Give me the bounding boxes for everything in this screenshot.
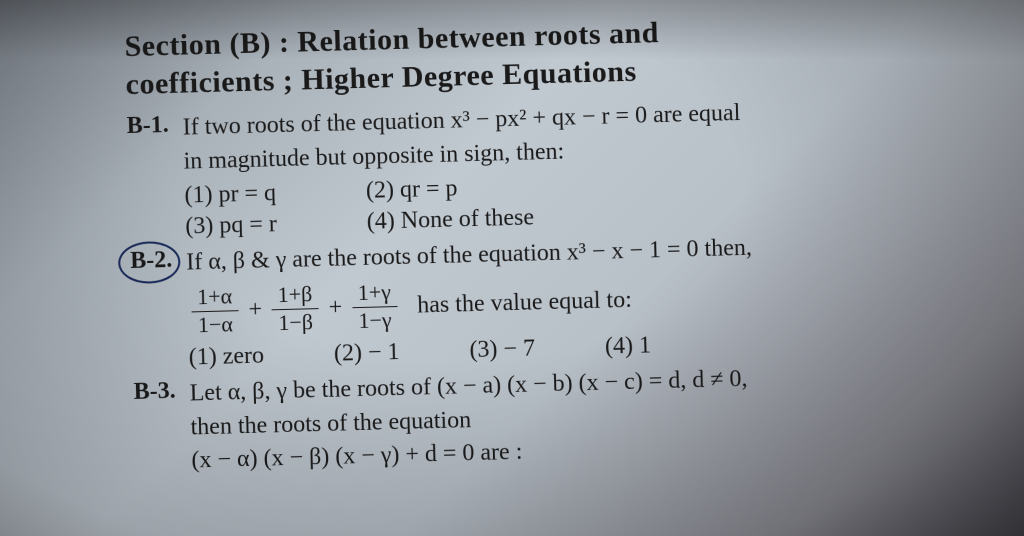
b2-opt4: (4) 1 [605,332,652,360]
b2-opt2: (2) − 1 [334,339,400,368]
b2-label: B-2. [130,246,187,274]
b1-opt3: (3) pq = r [185,211,277,240]
b2-tail: has the value equal to: [417,286,632,319]
b2-frac1: 1+α 1−α [191,283,239,338]
b2-frac3-den: 1−γ [352,307,398,335]
section-title: Section (B) : Relation between roots and… [124,6,960,103]
b3-label: B-3. [133,377,190,405]
problem-b2: B-2. If α, β & γ are the roots of the eq… [130,226,967,373]
b2-frac2: 1+β 1−β [271,281,319,336]
problem-b3: B-3. Let α, β, γ be the roots of (x − a)… [133,357,969,478]
section-title-line2: coefficients ; Higher Degree Equations [125,54,637,100]
problem-b1: B-1. If two roots of the equation x³ − p… [126,91,963,242]
b2-opt3: (3) − 7 [469,335,535,364]
b2-frac3-num: 1+γ [351,279,397,308]
b2-frac3: 1+γ 1−γ [351,279,398,334]
b2-frac1-den: 1−α [192,311,240,339]
page-content: Section (B) : Relation between roots and… [0,0,1024,507]
b1-opt4: (4) None of these [366,204,534,235]
plus-icon: + [328,294,342,321]
b2-frac2-num: 1+β [271,281,318,310]
b1-opt2: (2) qr = p [366,175,458,204]
b1-opt1: (1) pr = q [184,180,276,209]
b2-opt1: (1) zero [188,342,264,371]
b2-frac1-num: 1+α [191,283,239,312]
b1-label: B-1. [126,112,183,140]
b2-label-text: B-2. [130,247,173,274]
plus-icon: + [248,296,262,323]
b2-frac2-den: 1−β [272,309,319,337]
